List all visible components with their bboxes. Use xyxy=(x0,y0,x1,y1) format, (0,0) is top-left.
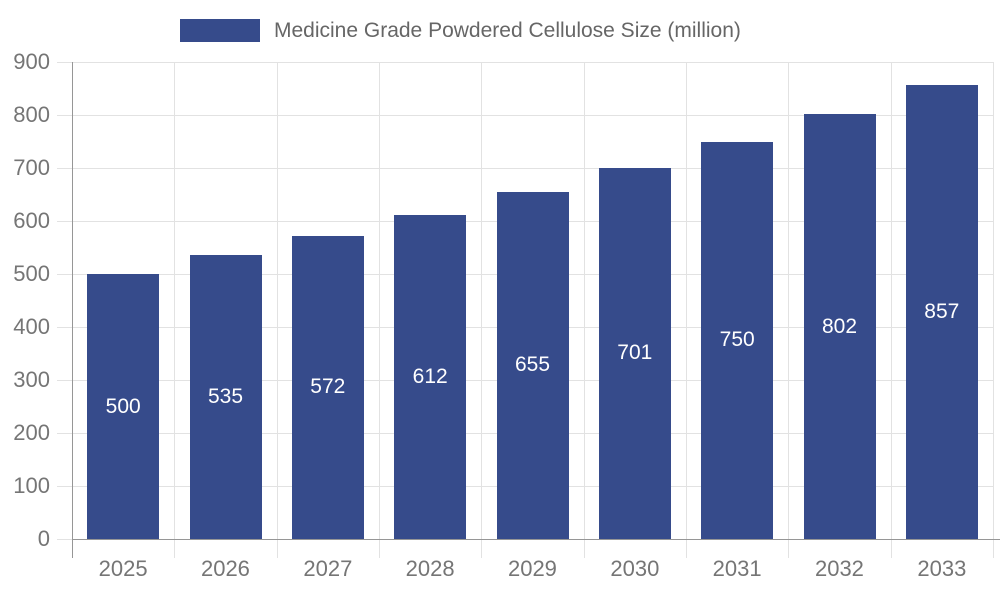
bar-value-label: 500 xyxy=(105,394,141,418)
bar xyxy=(87,274,160,539)
x-axis-tick-label: 2028 xyxy=(405,556,455,581)
y-axis-tick-label: 800 xyxy=(13,102,50,127)
y-axis-line xyxy=(72,62,73,558)
bar-value-label: 802 xyxy=(821,314,858,338)
y-axis-tick-label: 300 xyxy=(13,367,50,392)
x-axis-tick-label: 2032 xyxy=(814,556,864,581)
bar-value-label: 612 xyxy=(412,364,448,388)
bar xyxy=(701,141,774,539)
bar xyxy=(189,255,262,539)
x-axis-tick-label: 2026 xyxy=(200,556,250,581)
legend-label: Medicine Grade Powdered Cellulose Size (… xyxy=(274,19,741,42)
bar xyxy=(291,235,364,539)
gridline-horizontal xyxy=(57,168,993,169)
gridline-vertical xyxy=(891,62,892,558)
gridline-vertical xyxy=(686,62,687,558)
bar xyxy=(394,214,467,539)
bar-value-label: 857 xyxy=(924,299,960,323)
y-axis-tick-label: 400 xyxy=(13,314,50,339)
gridline-vertical xyxy=(379,62,380,558)
x-axis-line xyxy=(72,539,1000,540)
y-axis-tick-label: 0 xyxy=(37,526,50,551)
bar-value-label: 535 xyxy=(207,385,244,409)
y-axis-tick-label: 500 xyxy=(13,261,50,286)
gridline-vertical xyxy=(174,62,175,558)
y-axis-tick-label: 900 xyxy=(13,49,50,74)
x-axis-tick-label: 2025 xyxy=(98,556,148,581)
bar xyxy=(803,113,876,539)
x-axis-tick-label: 2029 xyxy=(507,556,557,581)
gridline-vertical xyxy=(584,62,585,558)
legend-swatch xyxy=(180,19,260,42)
bar-value-label: 572 xyxy=(310,375,346,399)
y-axis-tick-label: 200 xyxy=(13,420,50,445)
gridline-horizontal xyxy=(57,115,993,116)
bar xyxy=(905,84,978,539)
legend-item[interactable]: Medicine Grade Powdered Cellulose Size (… xyxy=(180,19,741,42)
gridline-vertical xyxy=(481,62,482,558)
bar xyxy=(496,191,569,539)
gridline-vertical xyxy=(277,62,278,558)
x-axis-tick-label: 2033 xyxy=(917,556,967,581)
bar-value-label: 655 xyxy=(514,353,551,377)
x-axis-tick-label: 2027 xyxy=(303,556,353,581)
bar-value-label: 701 xyxy=(617,341,653,365)
x-axis-tick-label: 2030 xyxy=(610,556,660,581)
y-axis-tick-label: 100 xyxy=(13,473,50,498)
gridline-vertical xyxy=(788,62,789,558)
bar xyxy=(598,167,671,539)
gridline-horizontal xyxy=(57,62,993,63)
bar-value-label: 750 xyxy=(719,328,755,352)
y-axis-tick-label: 700 xyxy=(13,155,50,180)
y-axis-tick-label: 600 xyxy=(13,208,50,233)
x-axis-tick xyxy=(57,539,72,540)
x-axis-tick-label: 2031 xyxy=(712,556,762,581)
gridline-vertical xyxy=(993,62,994,558)
